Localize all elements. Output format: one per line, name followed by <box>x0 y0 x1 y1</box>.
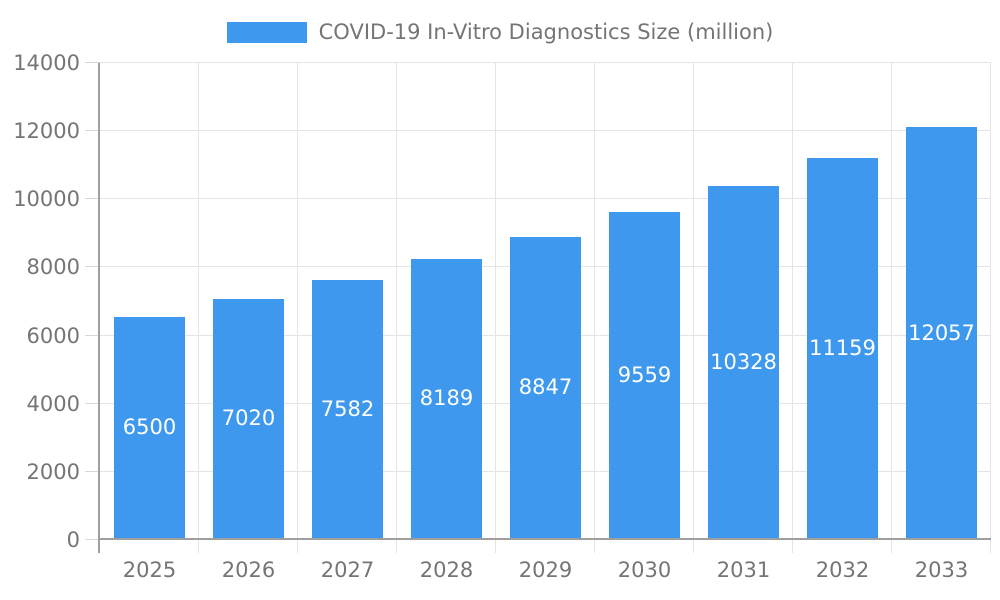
bar[interactable] <box>312 279 383 538</box>
bar-value-label: 7582 <box>320 396 375 421</box>
bar-value-label: 9559 <box>617 363 672 388</box>
y-axis-label: 10000 <box>13 187 80 212</box>
y-axis-tick <box>85 266 100 268</box>
x-axis-label: 2028 <box>419 558 474 582</box>
x-axis-label: 2025 <box>122 558 177 582</box>
chart-legend[interactable]: COVID-19 In-Vitro Diagnostics Size (mill… <box>0 20 1000 44</box>
y-axis-tick <box>85 539 100 540</box>
bar-value-label: 7020 <box>221 406 276 431</box>
v-gridline <box>594 63 595 553</box>
bar-value-label: 8847 <box>518 375 573 400</box>
bar-value-label: 6500 <box>122 415 177 440</box>
y-axis-label: 8000 <box>26 255 80 280</box>
v-gridline <box>693 63 694 553</box>
x-axis-label: 2030 <box>617 558 672 582</box>
v-gridline <box>990 63 991 553</box>
y-axis-label: 4000 <box>26 391 80 416</box>
h-gridline <box>100 130 991 132</box>
y-axis-label: 12000 <box>13 119 80 144</box>
bar[interactable] <box>411 258 482 538</box>
x-axis-label: 2032 <box>815 558 870 582</box>
v-gridline <box>198 63 199 553</box>
x-axis-label: 2033 <box>914 558 969 582</box>
x-axis-label: 2027 <box>320 558 375 582</box>
y-axis-tick <box>85 470 100 472</box>
v-gridline <box>297 63 298 553</box>
y-axis-tick <box>85 198 100 200</box>
bar[interactable] <box>807 157 878 538</box>
legend-label: COVID-19 In-Vitro Diagnostics Size (mill… <box>318 20 774 44</box>
v-gridline <box>891 63 892 553</box>
y-axis-tick <box>85 62 100 63</box>
v-gridline <box>396 63 397 553</box>
y-axis-tick <box>85 334 100 336</box>
h-gridline <box>100 198 991 200</box>
x-axis-label: 2031 <box>716 558 771 582</box>
bar-value-label: 8189 <box>419 386 474 411</box>
x-axis-label: 2026 <box>221 558 276 582</box>
v-gridline <box>792 63 793 553</box>
x-axis-line <box>98 538 991 540</box>
bar-value-label: 10328 <box>710 350 777 375</box>
y-axis-label: 0 <box>66 528 80 552</box>
y-axis-tick <box>85 130 100 132</box>
bar[interactable] <box>906 127 977 538</box>
y-axis-label: 14000 <box>13 51 80 75</box>
bar[interactable] <box>510 236 581 538</box>
legend-swatch <box>226 21 307 43</box>
v-gridline <box>495 63 496 553</box>
bar-value-label: 11159 <box>809 335 876 360</box>
bar[interactable] <box>609 212 680 538</box>
h-gridline <box>100 62 991 63</box>
y-axis-label: 6000 <box>26 323 80 348</box>
y-axis-label: 2000 <box>26 459 80 484</box>
bar[interactable] <box>114 316 185 538</box>
x-axis-label: 2029 <box>518 558 573 582</box>
y-axis-tick <box>85 402 100 404</box>
bar-value-label: 12057 <box>908 320 975 345</box>
bar[interactable] <box>213 298 284 538</box>
y-axis-line <box>98 63 100 553</box>
bar[interactable] <box>708 186 779 538</box>
